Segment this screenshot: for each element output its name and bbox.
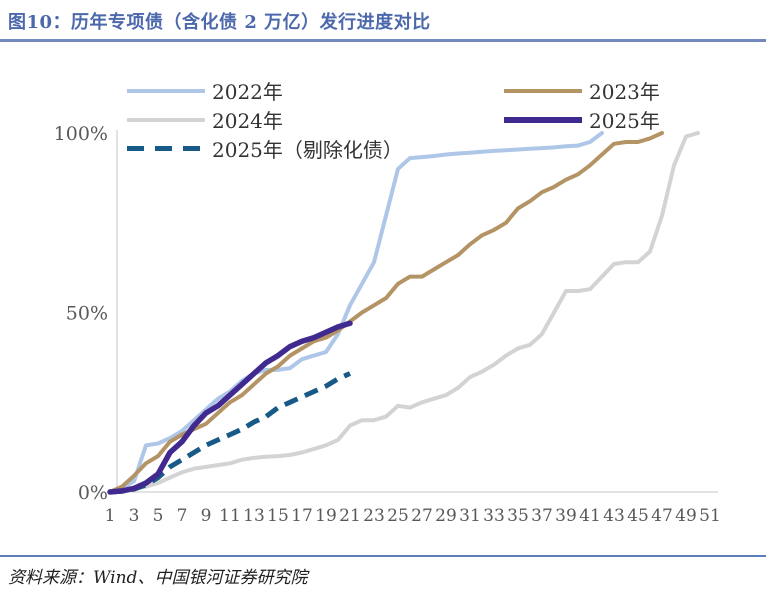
svg-text:43: 43 [603,506,625,526]
svg-text:1: 1 [105,506,116,526]
title-underline [0,39,766,42]
svg-text:9: 9 [201,506,212,526]
svg-text:19: 19 [315,506,337,526]
legend-label-2023: 2023年 [589,80,660,104]
svg-text:21: 21 [339,506,361,526]
svg-text:13: 13 [243,506,265,526]
svg-text:11: 11 [219,506,241,526]
svg-text:0%: 0% [78,482,108,504]
legend-item-2023: 2023年 [504,76,660,105]
legend-swatch-2022 [127,88,205,93]
svg-text:23: 23 [363,506,385,526]
svg-text:39: 39 [555,506,577,526]
svg-text:25: 25 [387,506,409,526]
legend-label-2024: 2024年 [212,109,283,133]
svg-text:3: 3 [129,506,140,526]
legend-swatch-2024 [127,117,205,122]
legend-label-2022: 2022年 [212,80,283,104]
svg-text:50%: 50% [66,303,108,325]
legend-swatch-2025-ex-refi [127,146,205,151]
legend-label-2025: 2025年 [589,109,660,133]
source-text: 资料来源：Wind、中国银河证券研究院 [8,568,308,588]
svg-text:35: 35 [507,506,529,526]
svg-text:29: 29 [435,506,457,526]
svg-text:27: 27 [411,506,433,526]
chart-legend: 2022年 2023年 2024年 2025年 2025年（剔除化债） [127,76,660,163]
svg-text:37: 37 [531,506,553,526]
svg-text:45: 45 [627,506,649,526]
legend-label-2025-ex-refi: 2025年（剔除化债） [212,138,403,162]
svg-text:15: 15 [267,506,289,526]
svg-text:100%: 100% [54,123,108,145]
legend-item-2024: 2024年 [127,105,504,134]
svg-text:31: 31 [459,506,481,526]
svg-text:33: 33 [483,506,505,526]
svg-text:17: 17 [291,506,313,526]
legend-item-2025: 2025年 [504,105,660,134]
svg-text:49: 49 [675,506,697,526]
chart-title: 图10：历年专项债（含化债 2 万亿）发行进度对比 [8,12,431,33]
legend-item-2025-ex-refi: 2025年（剔除化债） [127,134,504,163]
svg-text:7: 7 [177,506,188,526]
svg-text:51: 51 [699,506,721,526]
svg-text:5: 5 [153,506,164,526]
footer-rule [0,555,766,557]
svg-text:41: 41 [579,506,601,526]
legend-swatch-2025 [504,116,582,123]
legend-item-2022: 2022年 [127,76,504,105]
svg-text:47: 47 [651,506,673,526]
legend-swatch-2023 [504,88,582,93]
